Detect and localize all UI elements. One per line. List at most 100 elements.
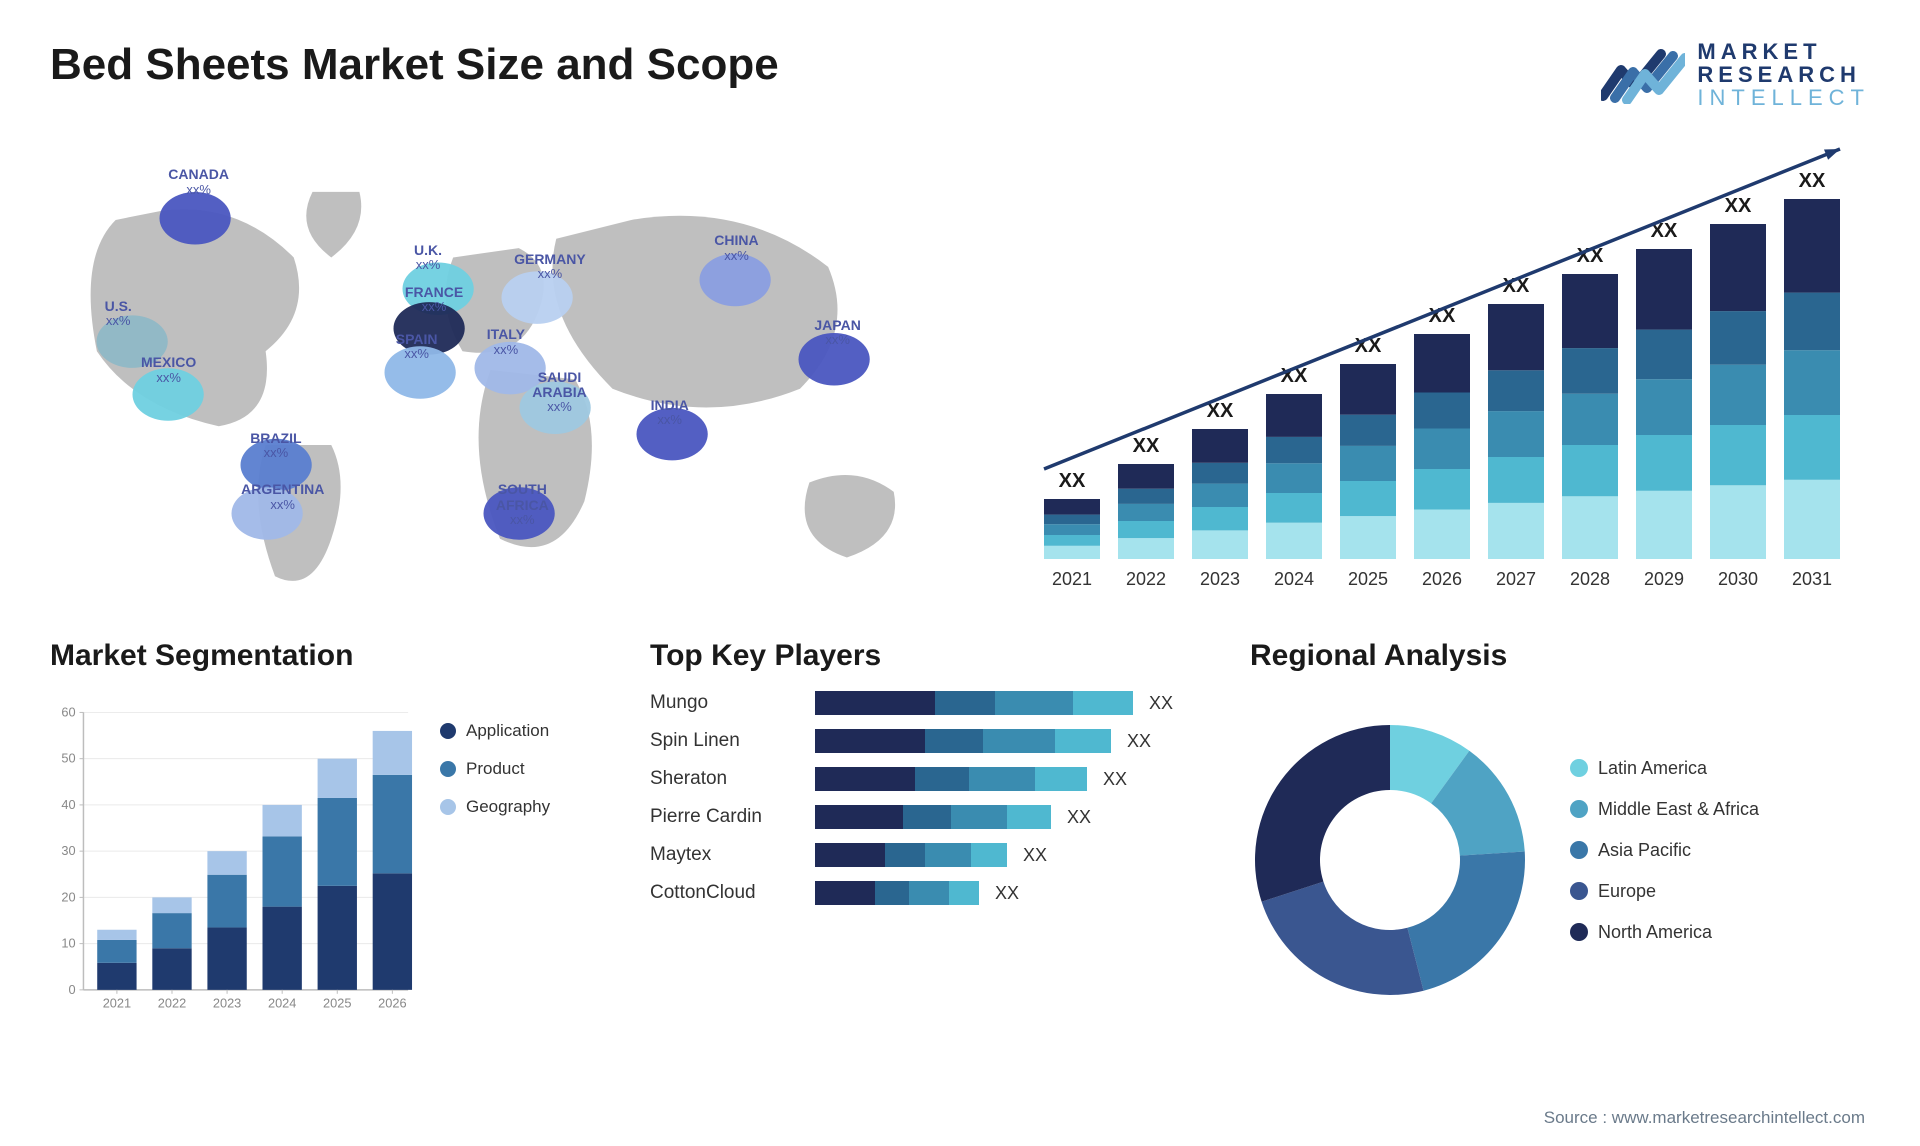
growth-chart-panel: XX2021XX2022XX2023XX2024XX2025XX2026XX20… — [1000, 139, 1870, 609]
legend-label: Europe — [1598, 881, 1656, 902]
logo-line3: INTELLECT — [1697, 86, 1870, 109]
players-chart: Mungo XX Spin LinenXX SheratonXX Pierre Card… — [650, 691, 1210, 1029]
map-country-value: xx% — [414, 258, 442, 272]
player-bar-segment — [885, 843, 925, 867]
player-bar — [815, 691, 1133, 715]
map-country-label: ARGENTINAxx% — [241, 482, 324, 512]
player-bar-segment — [935, 691, 995, 715]
legend-dot-icon — [1570, 759, 1588, 777]
player-row: Mungo XX — [650, 691, 1210, 715]
regional-title: Regional Analysis — [1250, 639, 1870, 673]
svg-text:XX: XX — [1059, 470, 1086, 492]
source-label: Source : — [1544, 1108, 1612, 1127]
player-bar-segment — [925, 843, 971, 867]
top-row: CANADAxx%U.S.xx%MEXICOxx%BRAZILxx%ARGENT… — [50, 139, 1870, 609]
player-bar-segment — [815, 881, 875, 905]
player-bar-segment — [971, 843, 1007, 867]
player-bar-segment — [1035, 767, 1087, 791]
player-bar — [815, 881, 979, 905]
map-country-label: FRANCExx% — [405, 285, 463, 315]
map-country-value: xx% — [250, 446, 301, 460]
legend-dot-icon — [440, 761, 456, 777]
legend-item: Asia Pacific — [1570, 840, 1759, 861]
legend-label: Product — [466, 759, 525, 779]
map-country-name: CANADA — [168, 167, 229, 182]
player-name: Pierre Cardin — [650, 806, 815, 828]
svg-text:2028: 2028 — [1570, 569, 1610, 589]
player-bar-segment — [1007, 805, 1051, 829]
map-country-name: MEXICO — [141, 355, 196, 370]
player-bar-segment — [875, 881, 909, 905]
svg-text:2021: 2021 — [1052, 569, 1092, 589]
map-country-label: GERMANYxx% — [514, 252, 586, 282]
player-row: CottonCloud XX — [650, 881, 1210, 905]
player-bar — [815, 805, 1051, 829]
header: Bed Sheets Market Size and Scope MARKET … — [50, 40, 1870, 109]
player-value: XX — [1103, 769, 1127, 790]
players-panel: Top Key Players Mungo XX Spin LinenXX Shera… — [650, 639, 1210, 1029]
map-country-value: xx% — [496, 513, 549, 527]
player-bar-segment — [915, 767, 969, 791]
svg-text:20: 20 — [61, 890, 75, 905]
svg-text:2026: 2026 — [1422, 569, 1462, 589]
player-row: Spin LinenXX — [650, 729, 1210, 753]
svg-text:40: 40 — [61, 797, 75, 812]
map-country-value: xx% — [514, 267, 586, 281]
legend-dot-icon — [440, 723, 456, 739]
map-country-name: ARGENTINA — [241, 482, 324, 497]
map-country-label: INDIAxx% — [651, 398, 689, 428]
svg-text:XX: XX — [1725, 195, 1752, 217]
svg-text:30: 30 — [61, 843, 75, 858]
map-country-name: SOUTH AFRICA — [496, 482, 549, 513]
map-country-label: SOUTH AFRICAxx% — [496, 482, 549, 527]
segmentation-legend: ApplicationProductGeography — [440, 691, 610, 1029]
svg-text:2023: 2023 — [213, 996, 241, 1011]
legend-dot-icon — [440, 799, 456, 815]
map-country-value: xx% — [714, 249, 758, 263]
player-bar-segment — [815, 805, 903, 829]
map-country-name: BRAZIL — [250, 431, 301, 446]
map-country-label: U.S.xx% — [105, 299, 132, 329]
map-country-value: xx% — [651, 413, 689, 427]
player-row: SheratonXX — [650, 767, 1210, 791]
map-country-label: SPAINxx% — [396, 332, 438, 362]
svg-text:2025: 2025 — [1348, 569, 1388, 589]
map-country-label: JAPANxx% — [814, 318, 860, 348]
svg-text:2030: 2030 — [1718, 569, 1758, 589]
legend-item: Europe — [1570, 881, 1759, 902]
legend-item: Product — [440, 759, 610, 779]
legend-item: Middle East & Africa — [1570, 799, 1759, 820]
logo-text: MARKET RESEARCH INTELLECT — [1697, 40, 1870, 109]
map-country-name: JAPAN — [814, 318, 860, 333]
svg-text:2025: 2025 — [323, 996, 351, 1011]
player-name: CottonCloud — [650, 882, 815, 904]
player-value: XX — [995, 883, 1019, 904]
player-value: XX — [1149, 693, 1173, 714]
player-bar — [815, 767, 1087, 791]
player-bar — [815, 729, 1111, 753]
map-country-label: SAUDI ARABIAxx% — [532, 370, 586, 415]
legend-label: North America — [1598, 922, 1712, 943]
regional-donut-chart — [1250, 720, 1530, 1000]
map-country-label: ITALYxx% — [487, 327, 525, 357]
players-title: Top Key Players — [650, 639, 1210, 673]
player-bar-segment — [815, 691, 935, 715]
svg-text:XX: XX — [1133, 435, 1160, 457]
map-country-value: xx% — [487, 343, 525, 357]
legend-label: Latin America — [1598, 758, 1707, 779]
svg-text:XX: XX — [1799, 170, 1826, 192]
map-country-value: xx% — [814, 333, 860, 347]
player-name: Mungo — [650, 692, 815, 714]
legend-item: Latin America — [1570, 758, 1759, 779]
logo-mark-icon — [1601, 46, 1685, 104]
player-value: XX — [1023, 845, 1047, 866]
page-title: Bed Sheets Market Size and Scope — [50, 40, 779, 90]
regional-legend: Latin America Middle East & Africa Asia Pa… — [1570, 758, 1759, 963]
player-bar-segment — [983, 729, 1055, 753]
player-bar-segment — [951, 805, 1007, 829]
svg-text:2031: 2031 — [1792, 569, 1832, 589]
svg-text:10: 10 — [61, 936, 75, 951]
player-name: Maytex — [650, 844, 815, 866]
legend-label: Application — [466, 721, 549, 741]
legend-dot-icon — [1570, 841, 1588, 859]
